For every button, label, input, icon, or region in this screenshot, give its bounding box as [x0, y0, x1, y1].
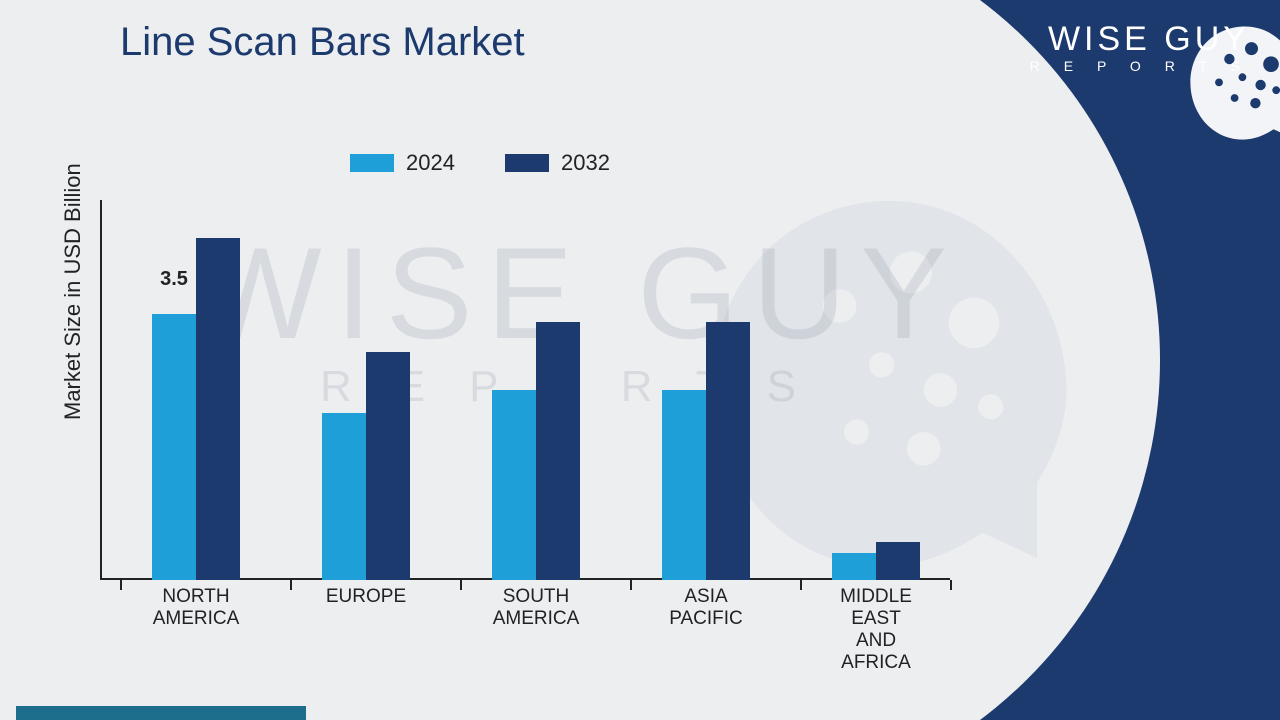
- legend-swatch-2032: [505, 154, 549, 172]
- legend-label: 2024: [406, 150, 455, 176]
- bar-2032: [366, 352, 410, 580]
- bar-2032: [706, 322, 750, 580]
- bar-value-label: 3.5: [160, 268, 188, 291]
- bar-2032: [196, 238, 240, 580]
- category-label: SOUTHAMERICA: [466, 586, 606, 630]
- bar-2024: [832, 553, 876, 580]
- y-axis: [100, 200, 102, 580]
- plot-area: 3.5: [100, 200, 950, 580]
- bar-2032: [876, 542, 920, 580]
- bar-2024: [152, 314, 196, 580]
- bar-2024: [662, 390, 706, 580]
- legend-item-2032: 2032: [505, 150, 610, 176]
- legend-label: 2032: [561, 150, 610, 176]
- category-label: EUROPE: [296, 586, 436, 608]
- category-label: NORTHAMERICA: [126, 586, 266, 630]
- footer-accent-bar: [16, 706, 306, 720]
- chart-canvas: WISE GUY REPORTS Line Scan Bars Market W…: [0, 0, 1280, 720]
- legend-swatch-2024: [350, 154, 394, 172]
- chart-title: Line Scan Bars Market: [120, 20, 525, 65]
- category-label: MIDDLEEASTANDAFRICA: [806, 586, 946, 673]
- axis-tick: [950, 580, 952, 590]
- bar-2024: [492, 390, 536, 580]
- legend: 2024 2032: [0, 150, 960, 176]
- y-axis-label: Market Size in USD Billion: [60, 163, 86, 420]
- brand-head-icon: [1180, 20, 1280, 150]
- bar-2032: [536, 322, 580, 580]
- category-label: ASIAPACIFIC: [636, 586, 776, 630]
- bar-2024: [322, 413, 366, 580]
- category-labels: NORTHAMERICA EUROPE SOUTHAMERICA ASIAPACIFI…: [100, 582, 950, 702]
- legend-item-2024: 2024: [350, 150, 455, 176]
